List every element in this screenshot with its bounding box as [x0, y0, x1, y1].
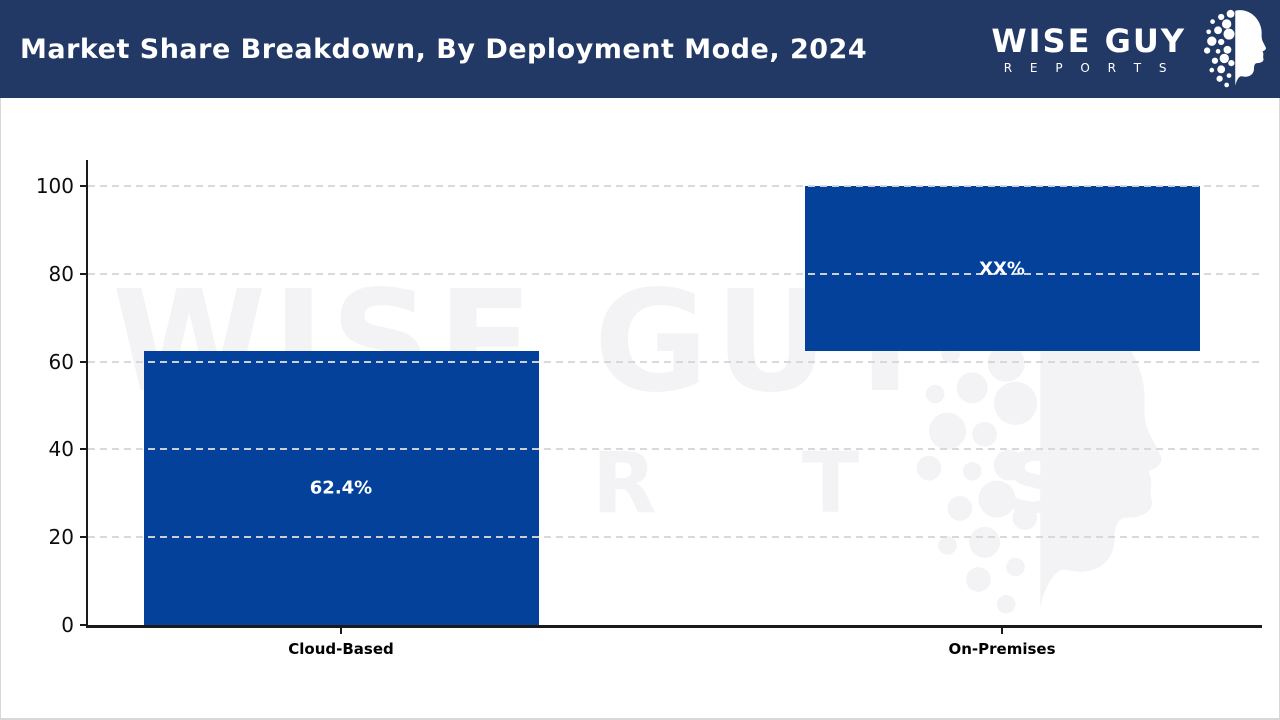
y-tick-mark — [80, 536, 87, 539]
y-gridline — [88, 448, 1262, 451]
y-tick-mark — [80, 185, 87, 187]
y-tick-label: 20 — [48, 525, 74, 550]
y-tick-label: 0 — [61, 613, 74, 637]
y-tick-label: 40 — [48, 437, 74, 462]
wiseguy-logo: WISE GUY R E P O R T S — [991, 6, 1280, 92]
bar-value-label: 62.4% — [309, 477, 373, 499]
y-tick-mark — [80, 360, 87, 363]
header-band: Market Share Breakdown, By Deployment Mo… — [0, 0, 1280, 98]
x-category-label: Cloud-Based — [288, 640, 394, 658]
y-gridline — [88, 360, 1262, 363]
bar-value-label: XX% — [979, 258, 1025, 280]
x-tick-mark — [340, 627, 342, 634]
y-gridline — [88, 185, 1262, 187]
y-tick-label: 100 — [35, 174, 74, 198]
chart-title: Market Share Breakdown, By Deployment Mo… — [20, 33, 868, 65]
y-tick-label: 60 — [48, 349, 74, 374]
y-tick-label: 80 — [48, 261, 74, 286]
y-axis-line — [86, 160, 88, 627]
x-axis-line — [86, 625, 1262, 628]
wiseguy-logo-name: WISE GUY — [991, 21, 1186, 60]
watermark-text-reports: R T S — [592, 434, 1123, 532]
wiseguy-logo-subtitle: R E P O R T S — [1003, 60, 1174, 75]
y-tick-mark — [80, 624, 87, 626]
y-tick-mark — [80, 272, 87, 275]
x-category-label: On-Premises — [948, 640, 1056, 658]
y-gridline — [88, 536, 1262, 539]
x-tick-mark — [1001, 627, 1003, 634]
wiseguy-logo-text: WISE GUY R E P O R T S — [991, 24, 1186, 75]
wiseguy-head-icon — [1203, 9, 1266, 88]
y-tick-mark — [80, 448, 87, 451]
y-gridline — [88, 272, 1262, 275]
bar-cloud-based — [143, 351, 539, 625]
